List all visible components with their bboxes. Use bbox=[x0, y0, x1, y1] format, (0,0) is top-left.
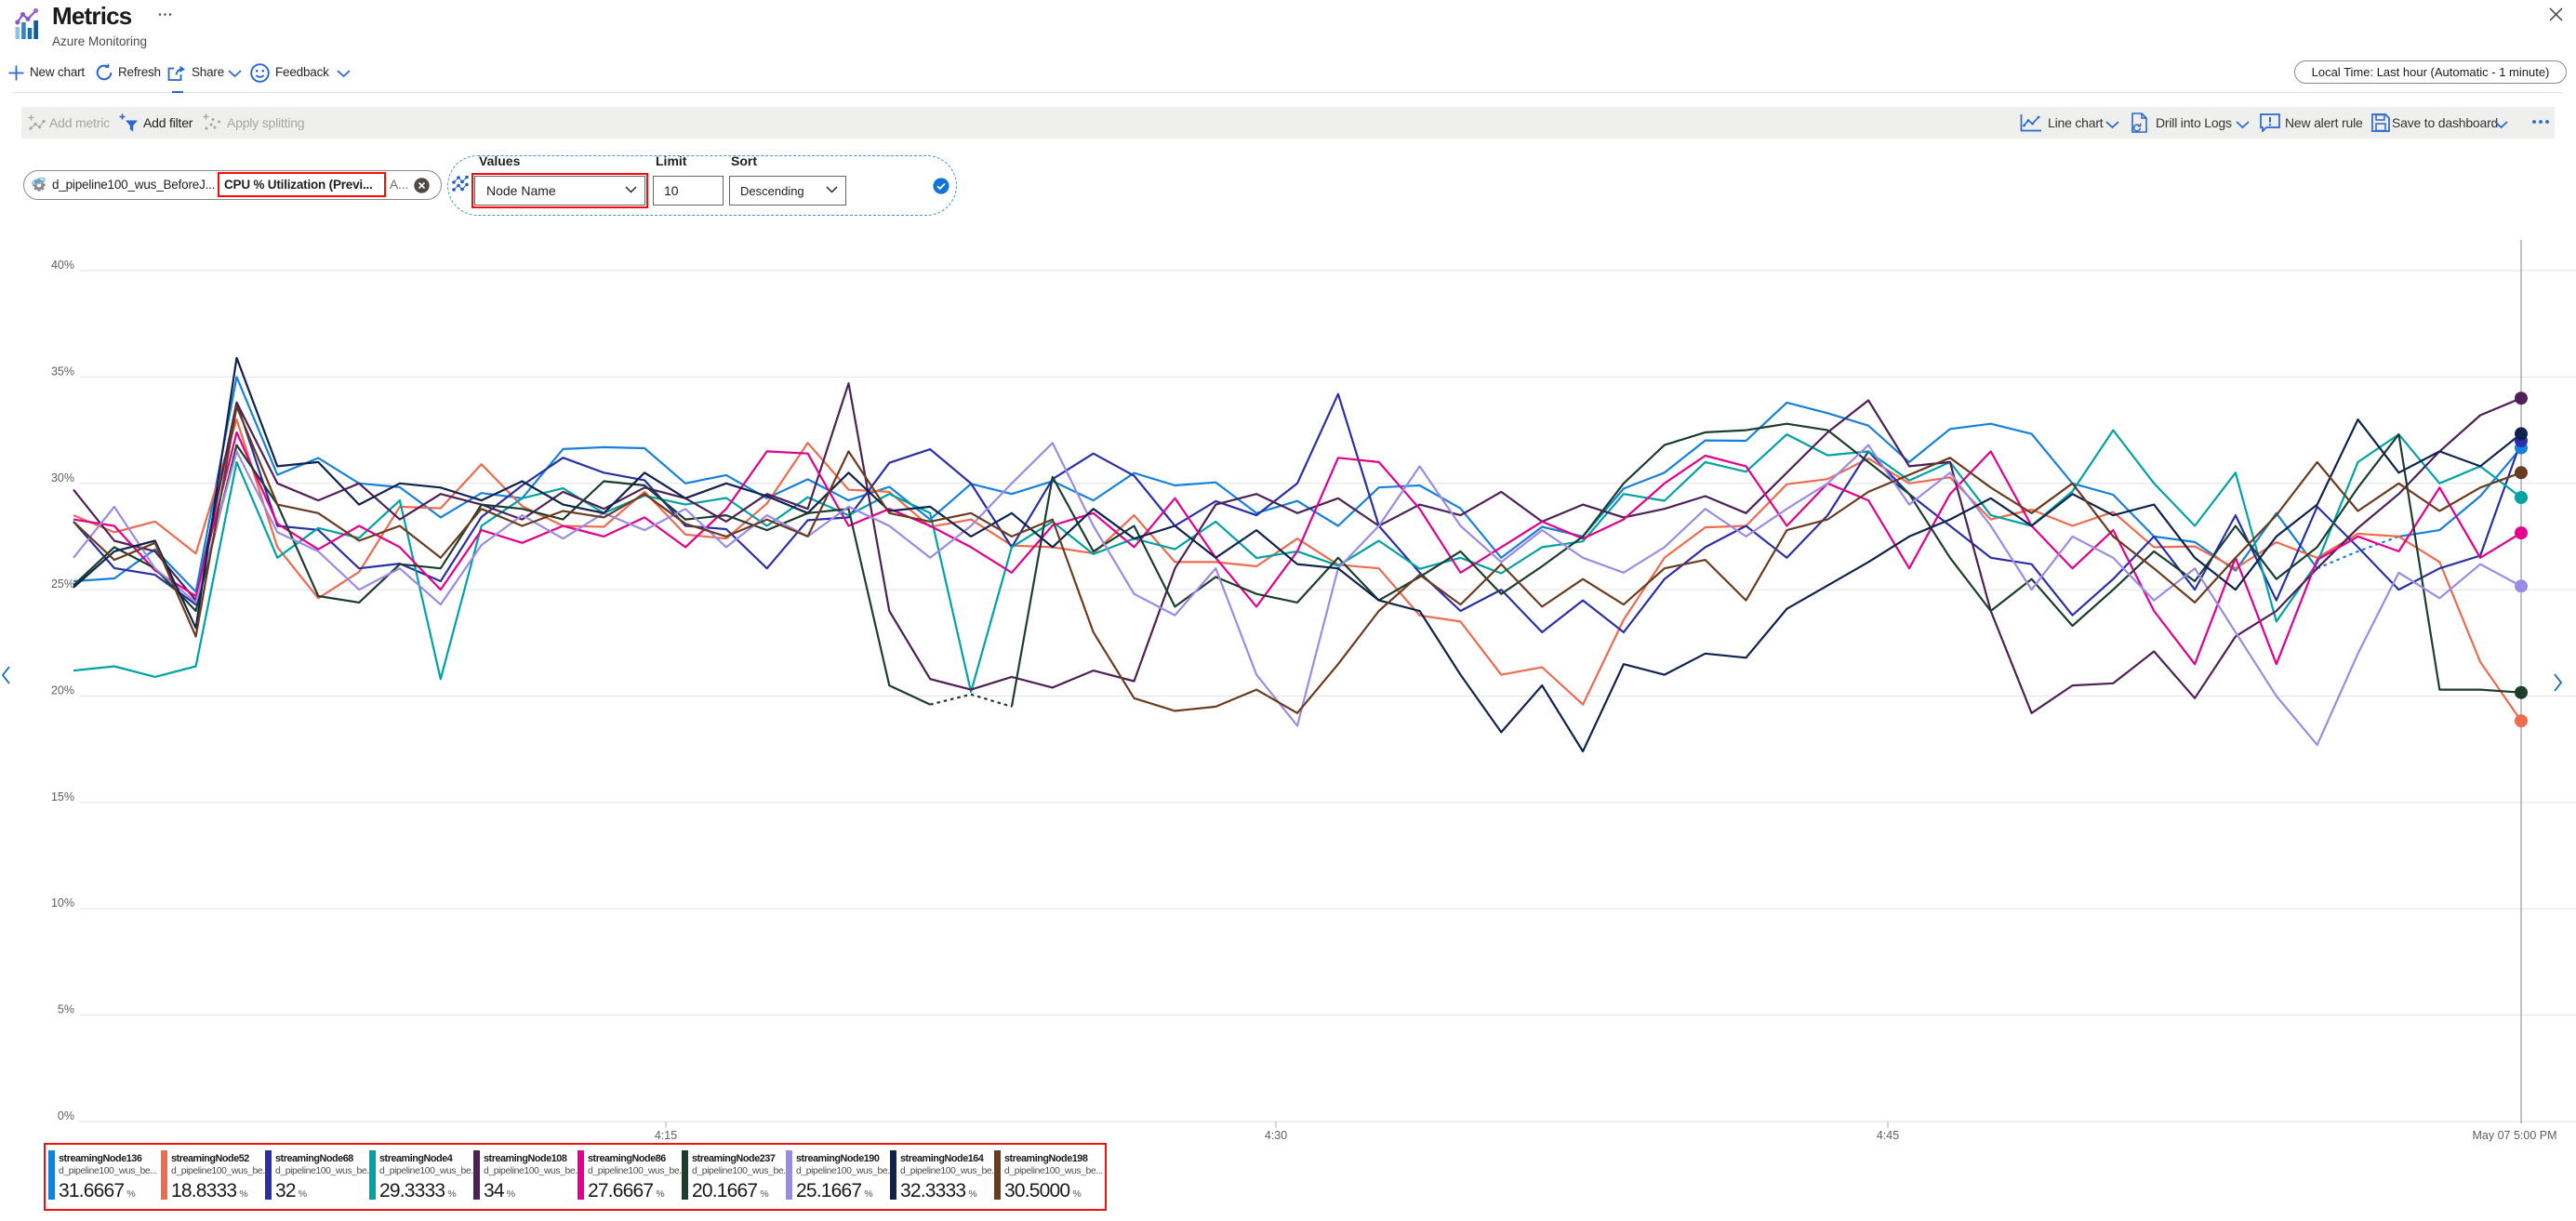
svg-text:25%: 25% bbox=[51, 577, 74, 591]
svg-text:May 07 5:00 PM: May 07 5:00 PM bbox=[2472, 1129, 2556, 1142]
svg-text:4:30: 4:30 bbox=[1265, 1129, 1287, 1142]
svg-text:15%: 15% bbox=[51, 790, 74, 803]
svg-text:4:45: 4:45 bbox=[1877, 1129, 1899, 1142]
svg-text:10%: 10% bbox=[51, 896, 74, 909]
svg-text:35%: 35% bbox=[51, 365, 74, 378]
svg-text:0%: 0% bbox=[58, 1109, 74, 1122]
svg-text:5%: 5% bbox=[58, 1003, 74, 1016]
svg-text:20%: 20% bbox=[51, 684, 74, 697]
svg-text:40%: 40% bbox=[51, 259, 74, 272]
svg-text:30%: 30% bbox=[51, 471, 74, 484]
svg-text:4:15: 4:15 bbox=[655, 1129, 677, 1142]
